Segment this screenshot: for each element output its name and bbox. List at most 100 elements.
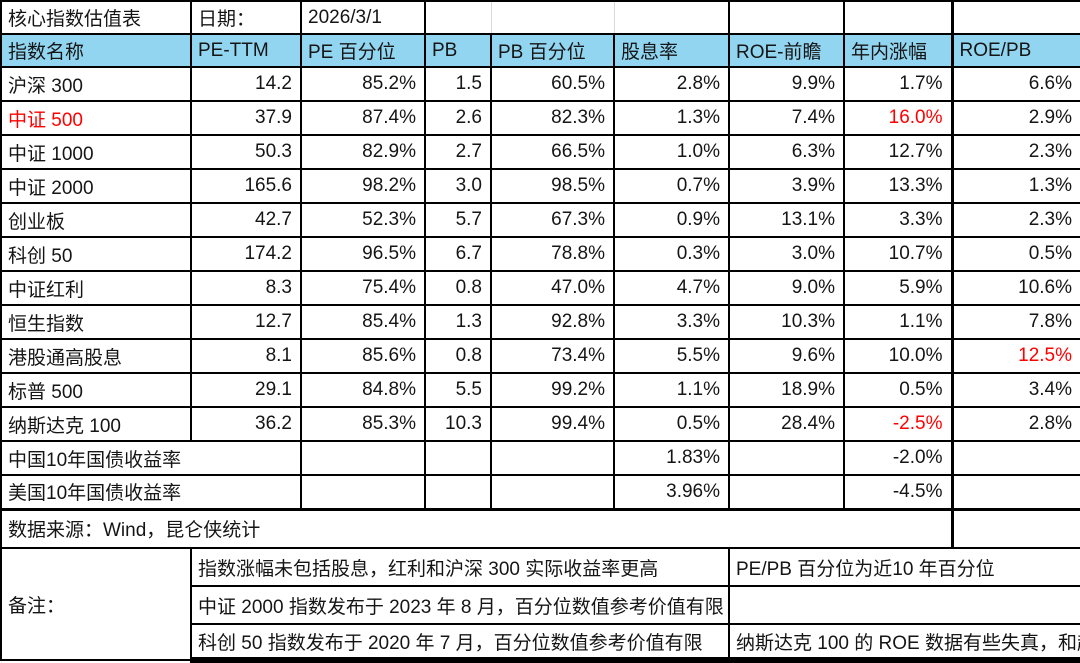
value-cell: 3.0%	[728, 236, 845, 272]
data-source-row: 数据来源：Wind，昆仑侠统计	[0, 507, 1080, 549]
column-header-roe-forward: ROE-前瞻	[728, 33, 845, 68]
value-cell: 0.8	[424, 338, 492, 374]
index-name-cell: 纳斯达克 100	[0, 406, 192, 442]
empty-cell	[300, 474, 426, 510]
column-header-pe-percentile: PE 百分位	[300, 33, 426, 68]
value-cell: 9.6%	[728, 338, 845, 374]
empty-cell	[950, 474, 1080, 510]
value-cell: 13.1%	[728, 202, 845, 238]
value-cell: 2.7	[424, 134, 492, 170]
value-cell: 1.5	[424, 66, 492, 102]
value-cell: 2.3%	[950, 134, 1080, 170]
value-cell: 2.8%	[950, 406, 1080, 442]
data-source-cell: 数据来源：Wind，昆仑侠统计	[0, 507, 953, 549]
table-row: 中证 2000 165.6 98.2% 3.0 98.5% 0.7% 3.9% …	[0, 168, 1080, 204]
bond-row-china: 中国10年国债收益率 1.83% -2.0%	[0, 440, 1080, 476]
note-cell: 纳斯达克 100 的 ROE 数据有些失真，和超	[728, 623, 1080, 663]
value-cell: 4.7%	[613, 270, 730, 306]
value-cell: 6.3%	[728, 134, 845, 170]
column-header-ytd-change: 年内涨幅	[843, 33, 953, 68]
value-cell: 1.0%	[613, 134, 730, 170]
value-cell: 3.9%	[728, 168, 845, 204]
value-cell: 0.5%	[843, 372, 953, 408]
value-cell: 42.7	[190, 202, 302, 238]
value-cell: 60.5%	[490, 66, 615, 102]
value-cell: 10.0%	[843, 338, 953, 374]
value-cell: 7.8%	[950, 304, 1080, 340]
table-row: 中证 500 37.9 87.4% 2.6 82.3% 1.3% 7.4% 16…	[0, 100, 1080, 136]
index-name-cell: 沪深 300	[0, 66, 192, 102]
title-row: 核心指数估值表 日期： 2026/3/1	[0, 0, 1080, 35]
value-cell: 52.3%	[300, 202, 426, 238]
date-value-cell: 2026/3/1	[300, 0, 426, 35]
bond-row-us: 美国10年国债收益率 3.96% -4.5%	[0, 474, 1080, 510]
value-cell: 47.0%	[490, 270, 615, 306]
value-cell: 67.3%	[490, 202, 615, 238]
value-cell: 82.3%	[490, 100, 615, 136]
table-row: 纳斯达克 100 36.2 85.3% 10.3 99.4% 0.5% 28.4…	[0, 406, 1080, 442]
value-cell: 85.3%	[300, 406, 426, 442]
table-row: 港股通高股息 8.1 85.6% 0.8 73.4% 5.5% 9.6% 10.…	[0, 338, 1080, 374]
table-top-section: 核心指数估值表 日期： 2026/3/1 指数名称 PE-TTM PE 百分位 …	[0, 0, 1080, 68]
bond-yield-cell: 1.83%	[613, 440, 730, 476]
bond-name-cell: 中国10年国债收益率	[0, 440, 302, 476]
value-cell: 5.9%	[843, 270, 953, 306]
value-cell: 6.7	[424, 236, 492, 272]
bond-name-cell: 美国10年国债收益率	[0, 474, 302, 510]
empty-cell	[728, 0, 845, 35]
index-name-cell: 恒生指数	[0, 304, 192, 340]
empty-cell-group	[728, 585, 1080, 625]
value-cell: 18.9%	[728, 372, 845, 408]
value-cell: 0.3%	[613, 236, 730, 272]
value-cell: 12.5%	[950, 338, 1080, 374]
table-bottom-section: 中国10年国债收益率 1.83% -2.0% 美国10年国债收益率 3.96% …	[0, 440, 1080, 663]
value-cell: 13.3%	[843, 168, 953, 204]
index-name-cell: 科创 50	[0, 236, 192, 272]
value-cell: 37.9	[190, 100, 302, 136]
column-header-row: 指数名称 PE-TTM PE 百分位 PB PB 百分位 股息率 ROE-前瞻 …	[0, 33, 1080, 68]
value-cell: 87.4%	[300, 100, 426, 136]
value-cell: 1.1%	[613, 372, 730, 408]
value-cell: 6.6%	[950, 66, 1080, 102]
note-row-1: 备注： 指数涨幅未包括股息，红利和沪深 300 实际收益率更高 PE/PB 百分…	[0, 547, 1080, 661]
value-cell: 5.5%	[613, 338, 730, 374]
value-cell: 0.9%	[613, 202, 730, 238]
empty-cell	[613, 0, 730, 35]
empty-cell	[950, 440, 1080, 476]
value-cell: 50.3	[190, 134, 302, 170]
empty-cell	[490, 0, 615, 35]
value-cell: 82.9%	[300, 134, 426, 170]
value-cell: 9.0%	[728, 270, 845, 306]
note-cell: 中证 2000 指数发布于 2023 年 8 月，百分位数值参考价值有限	[190, 585, 730, 625]
column-header-pb-percentile: PB 百分位	[490, 33, 615, 68]
value-cell: 12.7%	[843, 134, 953, 170]
value-cell: 165.6	[190, 168, 302, 204]
value-cell: -2.5%	[843, 406, 953, 442]
value-cell: 0.8	[424, 270, 492, 306]
note-row-3: 科创 50 指数发布于 2020 年 7 月，百分位数值参考价值有限 纳斯达克 …	[1, 623, 1080, 663]
value-cell: 99.4%	[490, 406, 615, 442]
value-cell: 8.1	[190, 338, 302, 374]
value-cell: 10.7%	[843, 236, 953, 272]
column-header-roe-pb: ROE/PB	[950, 33, 1080, 68]
empty-cell	[950, 507, 1080, 549]
column-header-pb: PB	[424, 33, 492, 68]
value-cell: 99.2%	[490, 372, 615, 408]
value-cell: 1.3%	[950, 168, 1080, 204]
value-cell: 2.6	[424, 100, 492, 136]
value-cell: 73.4%	[490, 338, 615, 374]
bond-ytd-cell: -4.5%	[843, 474, 953, 510]
value-cell: 174.2	[190, 236, 302, 272]
empty-cell	[424, 0, 492, 35]
value-cell: 84.8%	[300, 372, 426, 408]
value-cell: 10.3	[424, 406, 492, 442]
value-cell: 28.4%	[728, 406, 845, 442]
value-cell: 10.6%	[950, 270, 1080, 306]
table-row: 创业板 42.7 52.3% 5.7 67.3% 0.9% 13.1% 3.3%…	[0, 202, 1080, 238]
note-row-2: 中证 2000 指数发布于 2023 年 8 月，百分位数值参考价值有限	[1, 585, 1080, 625]
value-cell: 92.8%	[490, 304, 615, 340]
value-cell: 0.7%	[613, 168, 730, 204]
index-name-cell: 中证 500	[0, 100, 192, 136]
column-header-pe-ttm: PE-TTM	[190, 33, 302, 68]
value-cell: 85.2%	[300, 66, 426, 102]
